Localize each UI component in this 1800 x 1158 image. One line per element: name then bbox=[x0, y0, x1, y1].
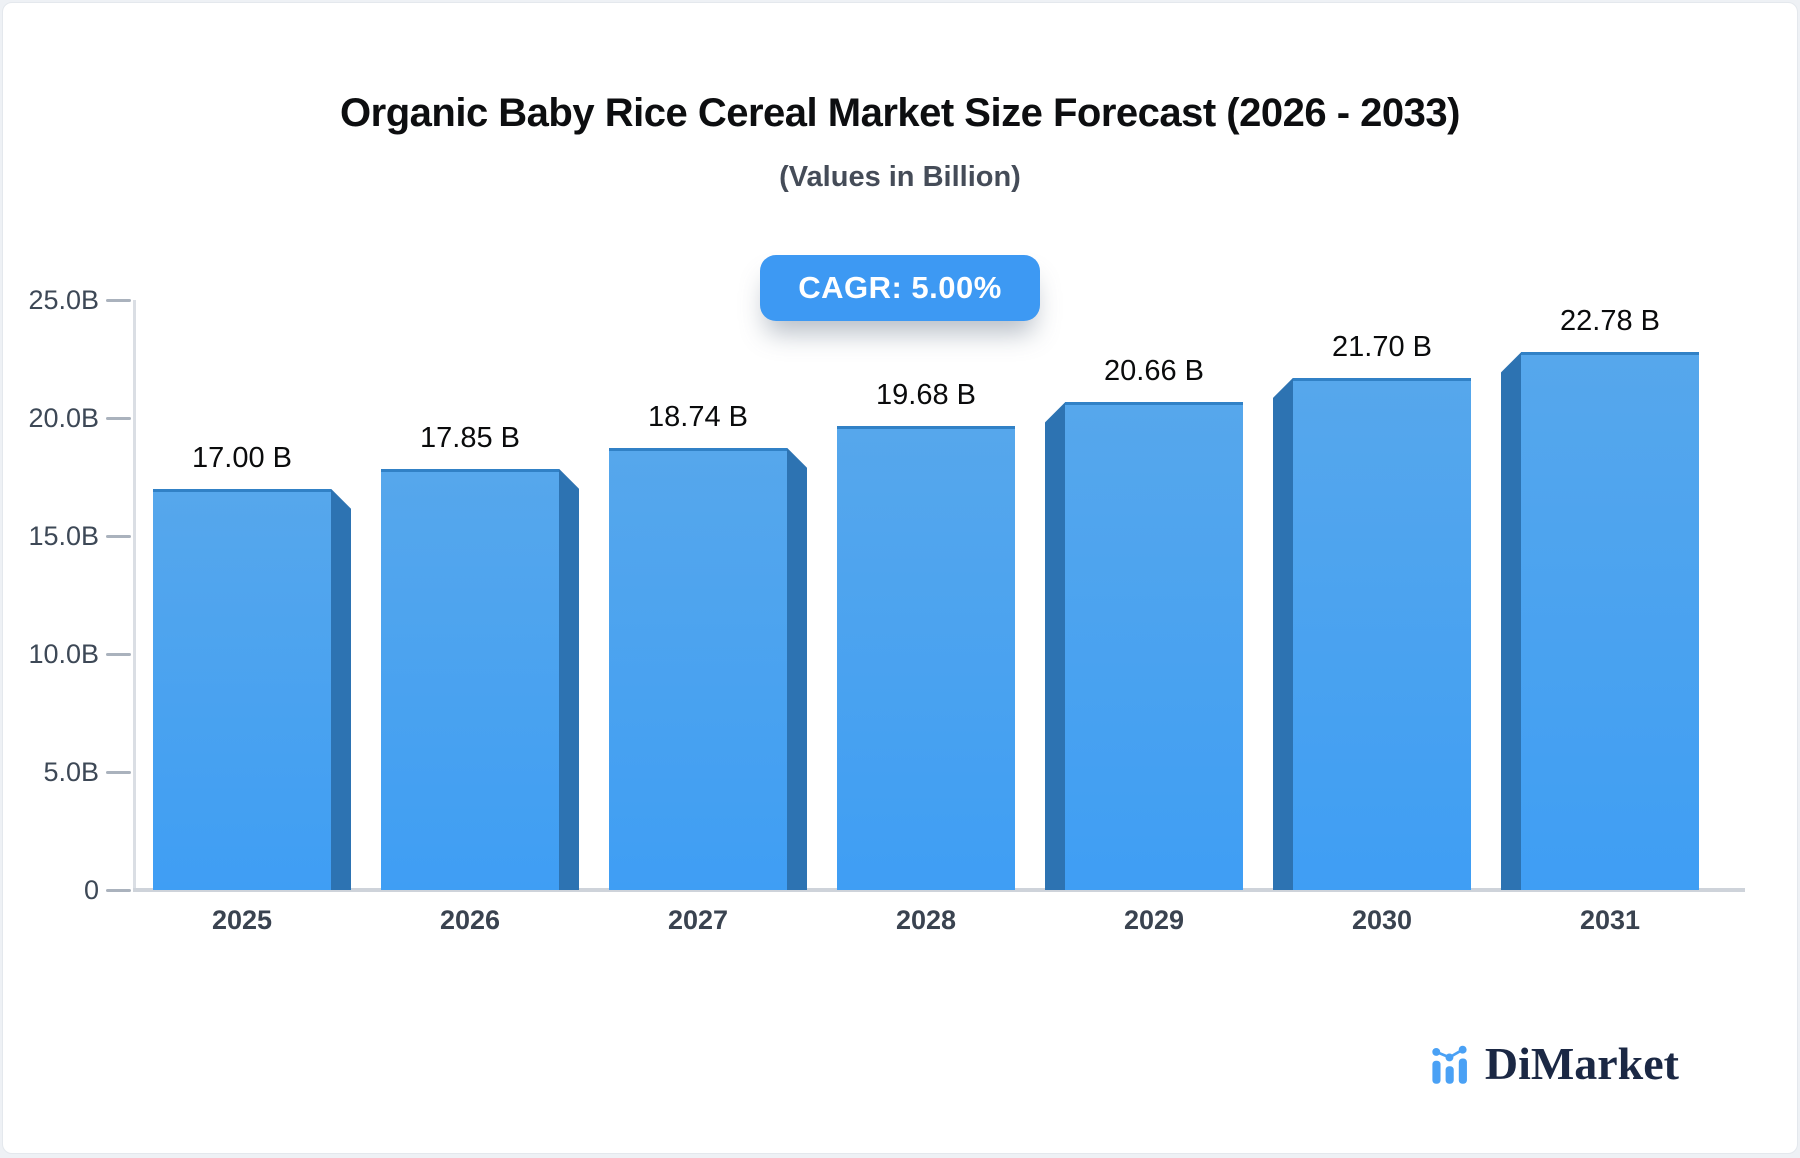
y-tick-label: 0 bbox=[83, 875, 99, 905]
x-tick-label-2028: 2028 bbox=[895, 905, 957, 935]
chart-subtitle: (Values in Billion) bbox=[779, 161, 1021, 193]
bar-side-shade bbox=[1273, 377, 1293, 890]
bar-value-label: 18.74 B bbox=[648, 400, 748, 433]
y-tick-label: 5.0B bbox=[43, 757, 99, 787]
logo-text: DiMarket bbox=[1484, 1038, 1679, 1089]
y-axis-line bbox=[133, 300, 136, 890]
y-tick-mark bbox=[106, 770, 131, 774]
cagr-badge: CAGR: 5.00% bbox=[760, 255, 1040, 321]
bar-chart-plot: 25.0B 20.0B 15.0B 10.0B 5.0B 0 17.00 B 17.85 B… bbox=[3, 3, 1797, 1153]
y-tick-label: 10.0B bbox=[28, 639, 99, 669]
bar-2031 bbox=[1521, 352, 1699, 890]
y-tick-label: 20.0B bbox=[28, 403, 99, 433]
bar-2025 bbox=[153, 488, 331, 890]
bar-side-shade bbox=[787, 447, 807, 890]
x-tick-label-2029: 2029 bbox=[1123, 905, 1185, 935]
cagr-badge-row: CAGR: 5.00% bbox=[3, 255, 1797, 321]
bar-value-label: 22.78 B bbox=[1560, 305, 1660, 338]
y-tick-mark bbox=[106, 534, 131, 538]
bar-value-label: 17.00 B bbox=[192, 441, 292, 474]
dimarket-logo: DiMarket bbox=[1428, 1041, 1679, 1087]
x-tick-label-2027: 2027 bbox=[667, 905, 729, 935]
x-axis-line bbox=[133, 888, 1745, 892]
y-tick-mark bbox=[106, 298, 131, 302]
bar-value-label: 19.68 B bbox=[876, 378, 976, 411]
bar-side-shade bbox=[559, 468, 579, 890]
bar-side-shade bbox=[1045, 402, 1065, 890]
bar-value-label: 20.66 B bbox=[1104, 355, 1204, 388]
logo-bar-chart-icon bbox=[1432, 1045, 1467, 1084]
y-tick-label: 15.0B bbox=[28, 521, 99, 551]
bar-value-label: 21.70 B bbox=[1332, 330, 1432, 363]
y-tick-mark bbox=[106, 652, 131, 656]
cagr-badge-label: CAGR: 5.00% bbox=[798, 270, 1002, 305]
bar-side-shade bbox=[331, 488, 351, 890]
y-tick-mark bbox=[106, 416, 131, 420]
bar-2028 bbox=[837, 425, 1015, 890]
x-tick-label-2030: 2030 bbox=[1351, 905, 1413, 935]
y-tick-mark bbox=[106, 888, 131, 892]
y-tick-label: 25.0B bbox=[28, 285, 99, 315]
chart-title: Organic Baby Rice Cereal Market Size For… bbox=[340, 91, 1460, 135]
bar-2029 bbox=[1065, 402, 1243, 890]
bar-side-shade bbox=[1501, 352, 1521, 890]
bar-value-label: 17.85 B bbox=[420, 421, 520, 454]
bar-2026 bbox=[381, 468, 559, 890]
bar-2030 bbox=[1293, 377, 1471, 890]
x-tick-label-2026: 2026 bbox=[439, 905, 501, 935]
x-tick-label-2031: 2031 bbox=[1579, 905, 1641, 935]
x-tick-label-2025: 2025 bbox=[211, 905, 273, 935]
bar-2027 bbox=[609, 447, 787, 890]
